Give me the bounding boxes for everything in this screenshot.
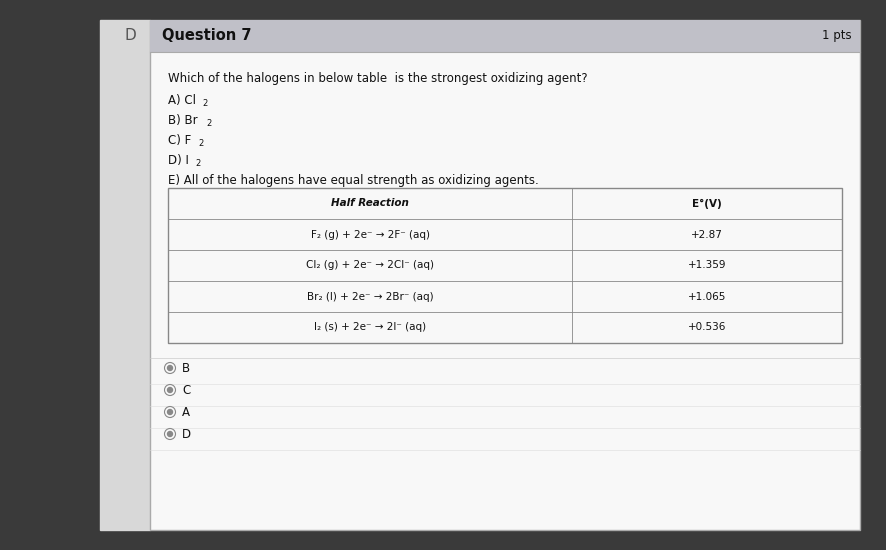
Text: +0.536: +0.536 [688, 322, 727, 333]
Circle shape [167, 366, 173, 371]
Text: D: D [182, 427, 191, 441]
Circle shape [167, 388, 173, 393]
Text: C) F: C) F [168, 134, 191, 147]
Text: Question 7: Question 7 [162, 29, 252, 43]
Text: F₂ (g) + 2e⁻ → 2F⁻ (aq): F₂ (g) + 2e⁻ → 2F⁻ (aq) [311, 229, 430, 239]
Text: 2: 2 [202, 99, 207, 108]
Text: B) Br: B) Br [168, 114, 198, 127]
Text: 1 pts: 1 pts [822, 30, 852, 42]
Text: I₂ (s) + 2e⁻ → 2I⁻ (aq): I₂ (s) + 2e⁻ → 2I⁻ (aq) [315, 322, 426, 333]
Text: C: C [182, 383, 190, 397]
Bar [100, 20, 150, 530]
Text: +1.359: +1.359 [688, 261, 727, 271]
Text: Br₂ (l) + 2e⁻ → 2Br⁻ (aq): Br₂ (l) + 2e⁻ → 2Br⁻ (aq) [307, 292, 433, 301]
Text: +2.87: +2.87 [691, 229, 723, 239]
Text: +1.065: +1.065 [688, 292, 727, 301]
Circle shape [167, 432, 173, 437]
Bar [150, 20, 860, 530]
Text: 2: 2 [198, 139, 203, 148]
Text: A) Cl: A) Cl [168, 94, 196, 107]
Text: 2: 2 [195, 159, 200, 168]
Text: 2: 2 [206, 119, 211, 128]
Text: Which of the halogens in below table  is the strongest oxidizing agent?: Which of the halogens in below table is … [168, 72, 587, 85]
Text: E°(V): E°(V) [692, 199, 722, 208]
Circle shape [167, 410, 173, 415]
Text: Cl₂ (g) + 2e⁻ → 2Cl⁻ (aq): Cl₂ (g) + 2e⁻ → 2Cl⁻ (aq) [307, 261, 434, 271]
Text: Half Reaction: Half Reaction [331, 199, 409, 208]
Text: A: A [182, 405, 190, 419]
Text: D) I: D) I [168, 154, 189, 167]
Bar [150, 20, 860, 52]
Text: D: D [124, 29, 136, 43]
Text: E) All of the halogens have equal strength as oxidizing agents.: E) All of the halogens have equal streng… [168, 174, 539, 187]
Bar [168, 188, 842, 343]
Text: B: B [182, 361, 190, 375]
